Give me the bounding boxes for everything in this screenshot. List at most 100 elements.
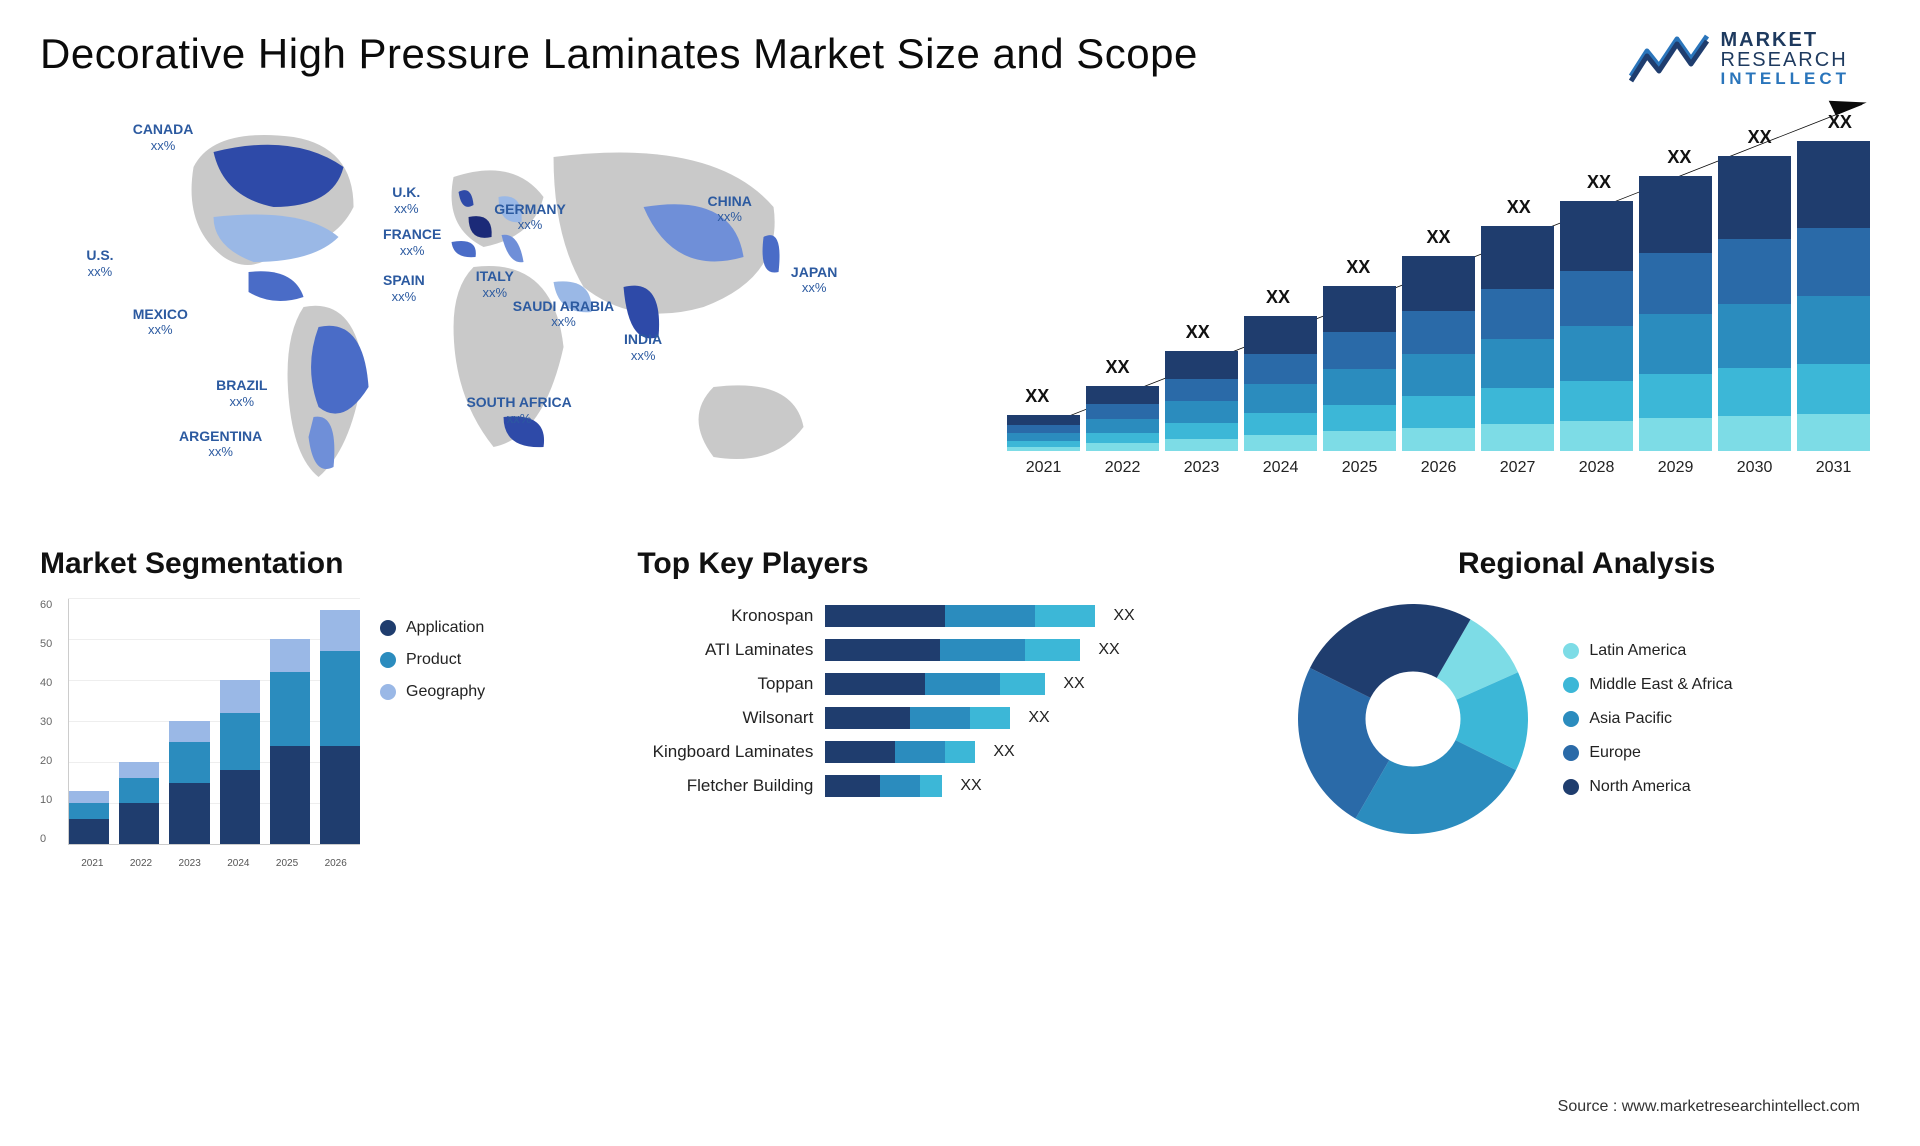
- trend-value-label: XX: [1667, 147, 1691, 168]
- map-label-u.s.: U.S.xx%: [86, 248, 113, 279]
- map-label-u.k.: U.K.xx%: [392, 185, 420, 216]
- trend-chart-panel: 2021XX2022XX2023XX2024XX2025XX2026XX2027…: [997, 97, 1880, 517]
- trend-value-label: XX: [1427, 227, 1451, 248]
- legend-label: Latin America: [1589, 642, 1686, 660]
- trend-bar-2026: 2026: [1402, 256, 1475, 477]
- trend-value-label: XX: [1105, 357, 1129, 378]
- seg-legend-item: Product: [380, 651, 485, 669]
- map-label-south-africa: SOUTH AFRICAxx%: [466, 395, 571, 426]
- trend-value-label: XX: [1828, 112, 1852, 133]
- regional-donut-chart: [1293, 599, 1533, 839]
- logo-line-2: RESEARCH: [1721, 50, 1851, 70]
- trend-year-label: 2030: [1737, 459, 1773, 477]
- legend-label: Application: [406, 619, 484, 637]
- legend-label: Middle East & Africa: [1589, 676, 1732, 694]
- segmentation-title: Market Segmentation: [40, 547, 597, 581]
- trend-value-label: XX: [1025, 386, 1049, 407]
- seg-year-label: 2023: [165, 858, 214, 869]
- map-label-india: INDIAxx%: [624, 332, 662, 363]
- player-bar: [825, 639, 1080, 661]
- bottom-row: Market Segmentation 0102030405060 202120…: [0, 537, 1920, 869]
- trend-value-label: XX: [1346, 257, 1370, 278]
- players-panel: Top Key Players KronospanXX ATI Laminates…: [637, 547, 1253, 869]
- seg-year-label: 2026: [311, 858, 360, 869]
- trend-year-label: 2031: [1816, 459, 1852, 477]
- legend-dot-icon: [1563, 779, 1579, 795]
- trend-year-label: 2023: [1184, 459, 1220, 477]
- map-label-mexico: MEXICOxx%: [133, 307, 188, 338]
- brand-logo: MARKET RESEARCH INTELLECT: [1629, 30, 1881, 87]
- seg-legend-item: Geography: [380, 683, 485, 701]
- logo-line-3: INTELLECT: [1721, 70, 1851, 87]
- seg-bar-2026: [320, 610, 360, 844]
- regional-legend-item: Latin America: [1563, 642, 1732, 660]
- player-value-label: XX: [1113, 607, 1134, 625]
- trend-value-label: XX: [1507, 197, 1531, 218]
- seg-legend-item: Application: [380, 619, 485, 637]
- legend-dot-icon: [1563, 677, 1579, 693]
- seg-bar-2022: [119, 762, 159, 844]
- map-label-france: FRANCExx%: [383, 227, 441, 258]
- logo-line-1: MARKET: [1721, 30, 1851, 50]
- player-row: Kingboard Laminates XX: [637, 741, 1253, 763]
- map-label-germany: GERMANYxx%: [494, 202, 566, 233]
- legend-label: Europe: [1589, 744, 1641, 762]
- player-value-label: XX: [1028, 709, 1049, 727]
- trend-year-label: 2026: [1421, 459, 1457, 477]
- legend-label: North America: [1589, 778, 1690, 796]
- player-row: ATI Laminates XX: [637, 639, 1253, 661]
- player-bar: [825, 775, 942, 797]
- player-value-label: XX: [960, 777, 981, 795]
- legend-dot-icon: [1563, 711, 1579, 727]
- seg-year-label: 2021: [68, 858, 117, 869]
- player-value-label: XX: [1063, 675, 1084, 693]
- source-attribution: Source : www.marketresearchintellect.com: [1558, 1098, 1860, 1116]
- map-label-saudi-arabia: SAUDI ARABIAxx%: [513, 299, 614, 330]
- regional-legend-item: North America: [1563, 778, 1732, 796]
- seg-bar-2025: [270, 639, 310, 844]
- trend-bar-2030: 2030: [1718, 156, 1791, 477]
- player-name: Kingboard Laminates: [637, 742, 817, 762]
- player-value-label: XX: [1098, 641, 1119, 659]
- trend-bar-2027: 2027: [1481, 226, 1554, 477]
- seg-year-label: 2022: [117, 858, 166, 869]
- player-bar: [825, 741, 975, 763]
- seg-year-label: 2025: [263, 858, 312, 869]
- player-name: Toppan: [637, 674, 817, 694]
- trend-year-label: 2024: [1263, 459, 1299, 477]
- map-country-spain: [452, 241, 476, 257]
- legend-dot-icon: [380, 652, 396, 668]
- map-label-china: CHINAxx%: [707, 194, 751, 225]
- trend-bar-2028: 2028: [1560, 201, 1633, 477]
- seg-bar-2021: [69, 791, 109, 844]
- map-label-argentina: ARGENTINAxx%: [179, 429, 262, 460]
- trend-bar-2024: 2024: [1244, 316, 1317, 477]
- legend-dot-icon: [1563, 745, 1579, 761]
- trend-year-label: 2029: [1658, 459, 1694, 477]
- players-title: Top Key Players: [637, 547, 1253, 581]
- map-country-japan: [763, 235, 780, 272]
- legend-dot-icon: [1563, 643, 1579, 659]
- trend-year-label: 2022: [1105, 459, 1141, 477]
- map-label-spain: SPAINxx%: [383, 273, 425, 304]
- segmentation-chart: 0102030405060 202120222023202420252026: [40, 599, 360, 869]
- regional-legend-item: Europe: [1563, 744, 1732, 762]
- regional-title: Regional Analysis: [1293, 547, 1880, 581]
- player-row: Fletcher BuildingXX: [637, 775, 1253, 797]
- player-value-label: XX: [993, 743, 1014, 761]
- trend-year-label: 2027: [1500, 459, 1536, 477]
- player-row: Toppan XX: [637, 673, 1253, 695]
- player-name: ATI Laminates: [637, 640, 817, 660]
- legend-dot-icon: [380, 620, 396, 636]
- player-bar: [825, 605, 1095, 627]
- segmentation-legend: Application Product Geography: [380, 599, 485, 869]
- map-country-mexico: [249, 271, 304, 301]
- trend-value-label: XX: [1266, 287, 1290, 308]
- player-row: KronospanXX: [637, 605, 1253, 627]
- regional-legend: Latin AmericaMiddle East & AfricaAsia Pa…: [1563, 642, 1732, 796]
- title-bar: Decorative High Pressure Laminates Marke…: [0, 0, 1920, 97]
- player-name: Wilsonart: [637, 708, 817, 728]
- trend-bar-2029: 2029: [1639, 176, 1712, 477]
- trend-bar-2022: 2022: [1086, 386, 1159, 477]
- legend-dot-icon: [380, 684, 396, 700]
